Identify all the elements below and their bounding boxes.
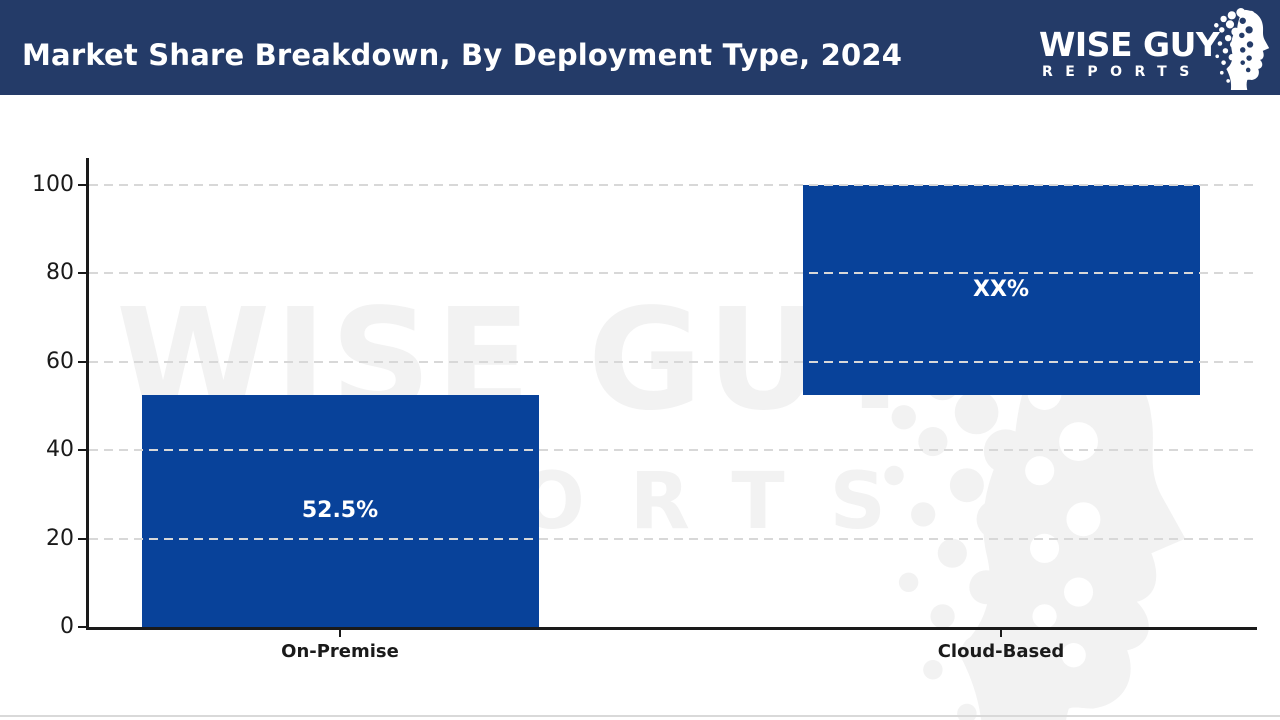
wiseguy-logo: WISE GUY REPORTS	[1028, 5, 1272, 93]
x-tick	[1000, 629, 1002, 637]
y-tick-label: 40	[46, 437, 74, 463]
y-tick-label: 0	[60, 614, 74, 639]
x-axis	[86, 627, 1257, 630]
y-gridline	[89, 537, 1257, 540]
x-tick	[339, 629, 341, 637]
chart-area: WISE GUY REPORTS	[0, 95, 1280, 720]
y-tick	[78, 626, 88, 628]
y-gridline	[89, 360, 1257, 363]
y-gridline	[89, 449, 1257, 452]
header-banner: Market Share Breakdown, By Deployment Ty…	[0, 0, 1280, 95]
x-tick-label: On-Premise	[281, 641, 399, 662]
logo-text-reports: REPORTS	[1042, 64, 1202, 80]
y-tick-label: 100	[32, 172, 74, 197]
y-tick	[78, 360, 88, 363]
logo-text-wiseguy: WISE GUY	[1039, 25, 1220, 64]
y-tick	[78, 272, 88, 275]
bar-on-premise	[141, 394, 539, 627]
y-tick-label: 80	[46, 260, 74, 286]
y-gridline	[89, 272, 1257, 275]
y-axis	[86, 158, 89, 629]
y-tick	[78, 449, 88, 452]
bottom-divider	[0, 715, 1280, 717]
y-tick	[78, 184, 88, 186]
bar-cloud-based	[802, 185, 1200, 395]
y-tick-label: 60	[46, 348, 74, 374]
y-tick-label: 20	[46, 525, 74, 551]
y-tick	[78, 537, 88, 540]
x-tick-label: Cloud-Based	[937, 641, 1065, 662]
bar-value-label: XX%	[973, 276, 1029, 302]
bar-value-label: 52.5%	[301, 497, 379, 523]
y-gridline	[89, 184, 1257, 186]
chart-title: Market Share Breakdown, By Deployment Ty…	[22, 38, 903, 72]
wiseguy-head-icon	[1212, 8, 1270, 90]
